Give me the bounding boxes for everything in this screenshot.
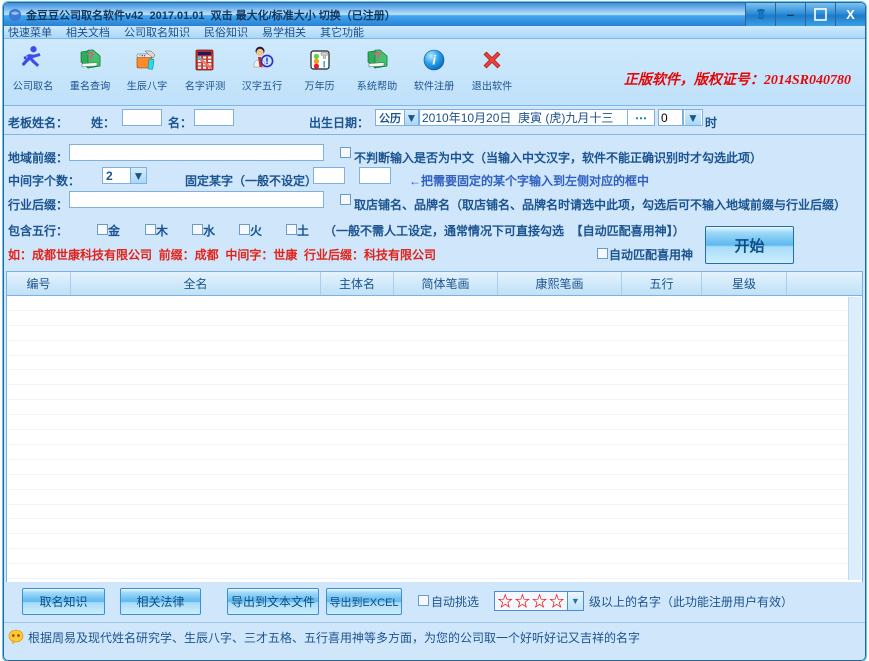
svg-text:?: ?	[373, 49, 383, 65]
svg-text:i: i	[433, 52, 437, 67]
svg-text:?: ?	[86, 49, 96, 65]
